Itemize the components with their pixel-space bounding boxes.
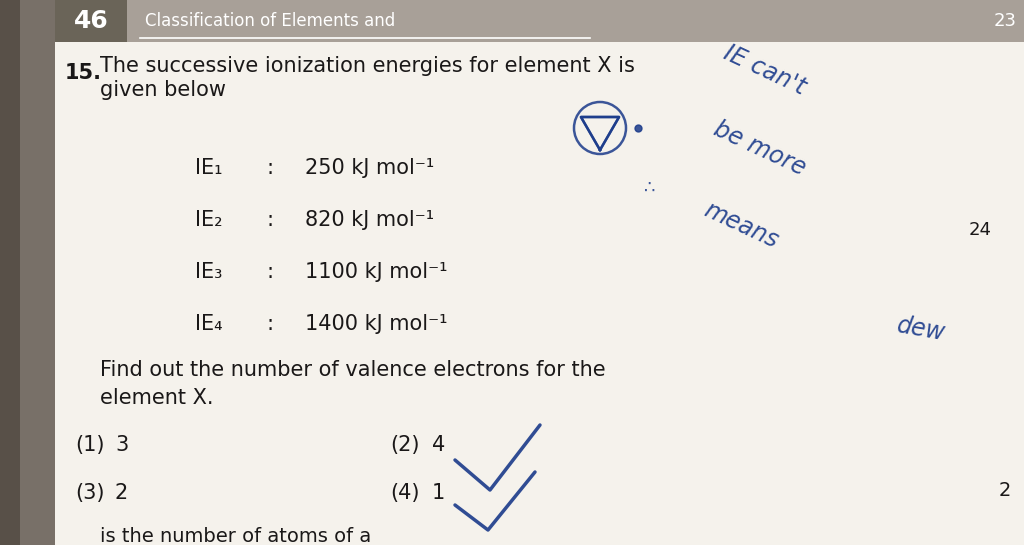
Text: 2: 2 [998,481,1011,500]
Text: IE₁: IE₁ [195,158,222,178]
Text: element X.: element X. [100,388,213,408]
Text: Classification of Elements and: Classification of Elements and [145,12,395,30]
FancyBboxPatch shape [0,0,20,545]
Text: 1100 kJ mol⁻¹: 1100 kJ mol⁻¹ [305,262,447,282]
Text: dew: dew [895,313,947,345]
Text: :: : [266,262,273,282]
Text: :: : [266,314,273,334]
Text: IE₄: IE₄ [195,314,222,334]
Text: IE can't: IE can't [720,41,810,100]
Text: ∴: ∴ [644,179,655,197]
Text: Find out the number of valence electrons for the: Find out the number of valence electrons… [100,360,605,380]
Text: :: : [266,210,273,230]
Text: 250 kJ mol⁻¹: 250 kJ mol⁻¹ [305,158,434,178]
Text: given below: given below [100,80,226,100]
Text: IE₃: IE₃ [195,262,222,282]
Text: is the number of atoms of a: is the number of atoms of a [100,528,372,545]
Text: means: means [700,198,782,253]
Text: 15.: 15. [65,63,102,83]
Text: 23: 23 [993,12,1017,30]
FancyBboxPatch shape [55,42,1024,545]
Text: 24: 24 [969,221,991,239]
Text: (1): (1) [75,435,104,455]
Text: 1: 1 [432,483,445,503]
Text: 4: 4 [432,435,445,455]
Text: 820 kJ mol⁻¹: 820 kJ mol⁻¹ [305,210,434,230]
Text: (3): (3) [75,483,104,503]
Text: 1400 kJ mol⁻¹: 1400 kJ mol⁻¹ [305,314,447,334]
Text: (4): (4) [390,483,420,503]
FancyBboxPatch shape [0,0,55,545]
Text: The successive ionization energies for element X is: The successive ionization energies for e… [100,56,635,76]
Text: be more: be more [710,117,810,180]
Text: :: : [266,158,273,178]
FancyBboxPatch shape [55,0,127,42]
FancyBboxPatch shape [55,0,1024,42]
Text: 2: 2 [115,483,128,503]
Text: (2): (2) [390,435,420,455]
Text: 46: 46 [74,9,109,33]
Text: IE₂: IE₂ [195,210,222,230]
Text: 3: 3 [115,435,128,455]
